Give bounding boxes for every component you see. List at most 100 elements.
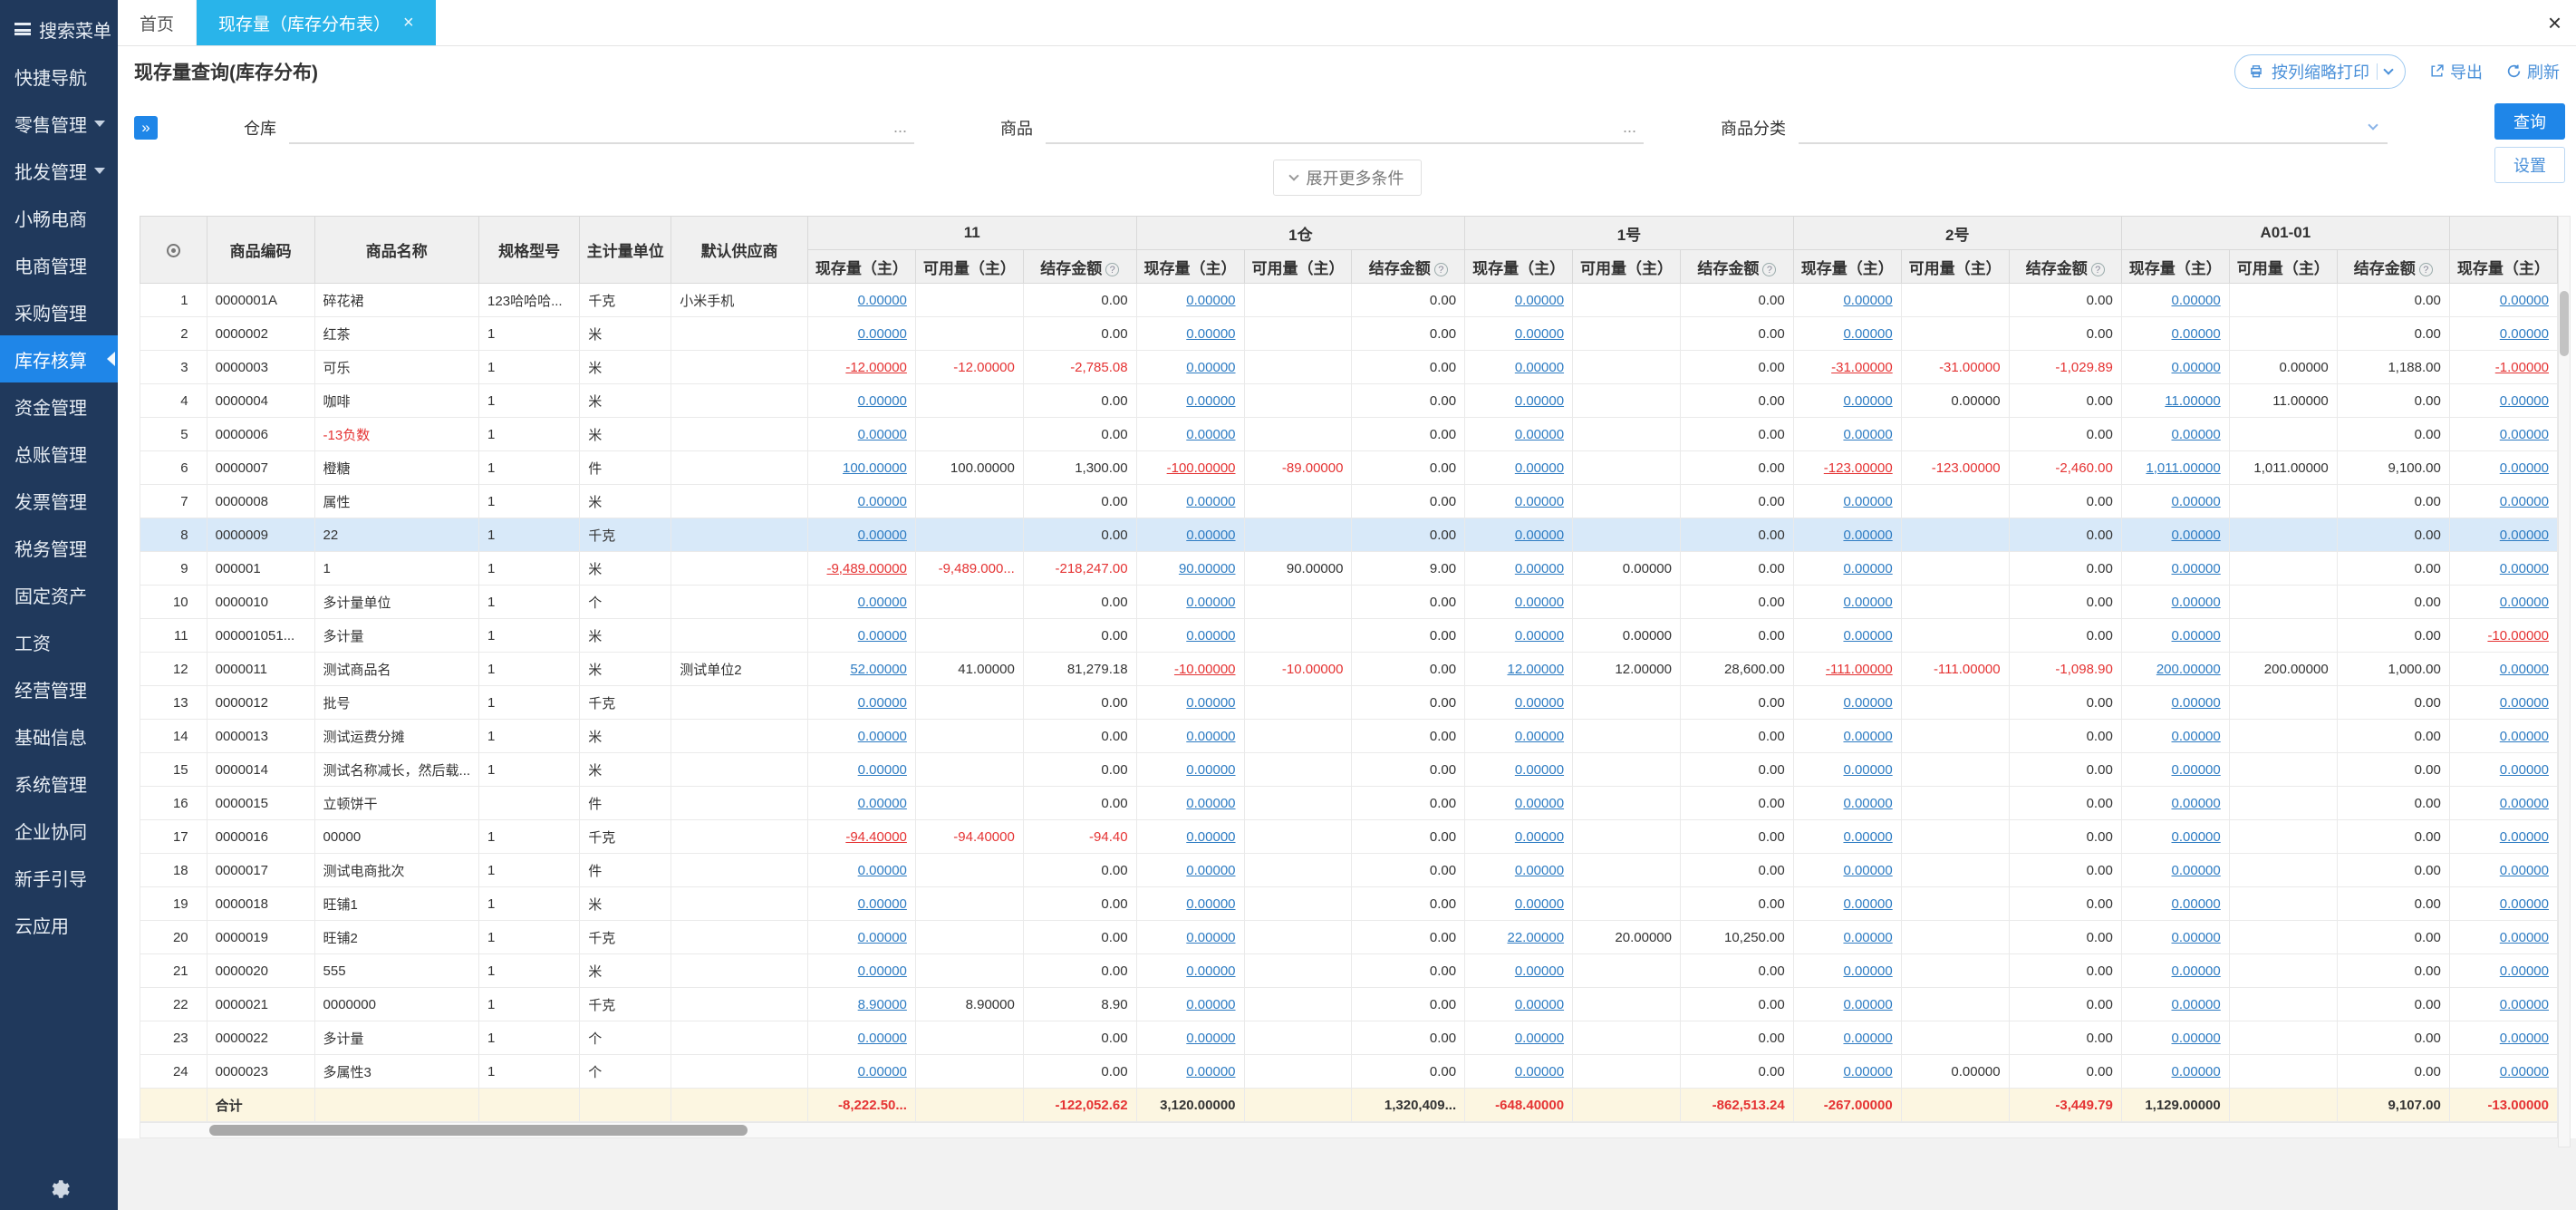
cell-stock[interactable]: 0.00000 [1464, 618, 1574, 653]
cell-stock-trailing[interactable]: 0.00000 [2448, 853, 2558, 887]
cell-stock[interactable]: 0.00000 [1135, 752, 1245, 787]
cell-stock[interactable]: 0.00000 [1792, 752, 1902, 787]
table-row[interactable]: 22 0000021 0000000 1 千克 8.90000 8.90000 8.90 0.0… [140, 987, 2558, 1021]
query-button[interactable]: 查询 [2494, 103, 2565, 140]
cell-stock[interactable]: 0.00000 [1135, 987, 1245, 1021]
cell-stock[interactable]: 0.00000 [806, 518, 916, 552]
cell-stock[interactable]: 0.00000 [1792, 1054, 1902, 1089]
sidebar-item-14[interactable]: 经营管理 [0, 665, 118, 712]
warehouse-input[interactable]: ... [289, 111, 914, 144]
cell-stock[interactable]: 0.00000 [1135, 283, 1245, 317]
sidebar-item-4[interactable]: 小畅电商 [0, 194, 118, 241]
cell-stock[interactable]: 0.00000 [1135, 886, 1245, 921]
product-input[interactable]: ... [1046, 111, 1644, 144]
cell-stock[interactable]: 0.00000 [1464, 819, 1574, 854]
cell-stock-trailing[interactable]: 0.00000 [2448, 920, 2558, 954]
cell-stock[interactable]: 0.00000 [806, 853, 916, 887]
help-icon[interactable]: ? [2418, 262, 2433, 276]
cell-stock-trailing[interactable]: 0.00000 [2448, 551, 2558, 586]
help-icon[interactable]: ? [1105, 262, 1120, 276]
cell-stock-trailing[interactable]: 0.00000 [2448, 987, 2558, 1021]
cell-stock-trailing[interactable]: 0.00000 [2448, 819, 2558, 854]
cell-stock[interactable]: 0.00000 [1464, 551, 1574, 586]
expand-more-button[interactable]: 展开更多条件 [1272, 160, 1422, 196]
cell-stock[interactable]: 22.00000 [1464, 920, 1574, 954]
warehouse-picker-ellipsis[interactable]: ... [892, 117, 907, 136]
cell-stock[interactable]: 0.00000 [1464, 450, 1574, 485]
cell-stock[interactable]: 0.00000 [806, 1054, 916, 1089]
cell-stock[interactable]: 0.00000 [1135, 350, 1245, 384]
cell-stock[interactable]: 0.00000 [806, 618, 916, 653]
cell-stock[interactable]: 0.00000 [1792, 316, 1902, 351]
cell-stock[interactable]: -100.00000 [1135, 450, 1245, 485]
cell-stock-trailing[interactable]: 0.00000 [2448, 652, 2558, 686]
cell-stock[interactable]: 0.00000 [2120, 1021, 2230, 1055]
sidebar-item-0[interactable]: 搜索菜单 [0, 5, 118, 53]
help-icon[interactable]: ? [1433, 262, 1448, 276]
cell-stock[interactable]: 0.00000 [2120, 719, 2230, 753]
cell-stock[interactable]: 0.00000 [2120, 920, 2230, 954]
cell-stock[interactable]: 0.00000 [1464, 518, 1574, 552]
cell-stock-trailing[interactable]: 0.00000 [2448, 417, 2558, 451]
table-row[interactable]: 2 0000002 红茶 1 米 0.00000 0.00 0.00000 0.00 0.0000… [140, 316, 2558, 351]
cell-stock[interactable]: 0.00000 [1464, 1021, 1574, 1055]
cell-stock[interactable]: 0.00000 [1792, 618, 1902, 653]
cell-stock[interactable]: 0.00000 [1792, 1021, 1902, 1055]
cell-stock[interactable]: 0.00000 [1464, 484, 1574, 518]
cell-stock[interactable]: 0.00000 [1792, 585, 1902, 619]
table-row[interactable]: 16 0000015 立顿饼干件 0.00000 0.00 0.00000 0.00 0.00… [140, 786, 2558, 820]
table-row[interactable]: 6 0000007 橙糖 1 件 100.00000 100.00000 1,300.00 -1… [140, 450, 2558, 485]
cell-stock-trailing[interactable]: 0.00000 [2448, 585, 2558, 619]
cell-stock-trailing[interactable]: 0.00000 [2448, 450, 2558, 485]
cell-stock[interactable]: 0.00000 [1464, 350, 1574, 384]
cell-stock[interactable]: 0.00000 [806, 417, 916, 451]
cell-stock[interactable]: 0.00000 [1135, 1054, 1245, 1089]
cell-stock[interactable]: 0.00000 [806, 920, 916, 954]
table-row[interactable]: 24 0000023 多属性3 1 个 0.00000 0.00 0.00000 0.00 0.0… [140, 1054, 2558, 1089]
cell-stock-trailing[interactable]: 0.00000 [2448, 786, 2558, 820]
table-row[interactable]: 3 0000003 可乐 1 米 -12.00000 -12.00000 -2,785.08 0… [140, 350, 2558, 384]
cell-stock[interactable]: 0.00000 [1792, 853, 1902, 887]
cell-stock[interactable]: 0.00000 [1135, 484, 1245, 518]
cell-stock-trailing[interactable]: -1.00000 [2448, 350, 2558, 384]
cell-stock[interactable]: 0.00000 [1464, 886, 1574, 921]
cell-stock[interactable]: 0.00000 [1792, 417, 1902, 451]
tab-0[interactable]: 首页 [118, 0, 198, 45]
cell-stock[interactable]: 0.00000 [1792, 953, 1902, 988]
cell-stock[interactable]: 0.00000 [1792, 886, 1902, 921]
cell-stock[interactable]: 0.00000 [1135, 685, 1245, 720]
sidebar-item-5[interactable]: 电商管理 [0, 241, 118, 288]
cell-stock[interactable]: 0.00000 [1464, 719, 1574, 753]
sidebar-item-16[interactable]: 系统管理 [0, 760, 118, 807]
cell-stock[interactable]: 0.00000 [2120, 987, 2230, 1021]
cell-stock[interactable]: -123.00000 [1792, 450, 1902, 485]
settings-button[interactable]: 设置 [2494, 147, 2565, 183]
cell-stock[interactable]: 0.00000 [1135, 618, 1245, 653]
table-row[interactable]: 9 000001 1 1 米 -9,489.00000 -9,489.000... -218,… [140, 551, 2558, 586]
table-row[interactable]: 23 0000022 多计量 1 个 0.00000 0.00 0.00000 0.00 0.00… [140, 1021, 2558, 1055]
cell-stock[interactable]: 0.00000 [1792, 685, 1902, 720]
cell-stock[interactable]: 0.00000 [1464, 752, 1574, 787]
cell-stock[interactable]: 0.00000 [1464, 953, 1574, 988]
cell-stock-trailing[interactable]: 0.00000 [2448, 518, 2558, 552]
cell-stock[interactable]: 0.00000 [2120, 417, 2230, 451]
export-button[interactable]: 导出 [2429, 60, 2483, 83]
cell-stock[interactable]: -12.00000 [806, 350, 916, 384]
cell-stock[interactable]: 0.00000 [1792, 719, 1902, 753]
collapse-filter-button[interactable]: » [134, 116, 158, 140]
cell-stock[interactable]: 0.00000 [1792, 987, 1902, 1021]
sidebar-item-10[interactable]: 发票管理 [0, 477, 118, 524]
cell-stock[interactable]: -94.40000 [806, 819, 916, 854]
table-row[interactable]: 13 0000012 批号 1 千克 0.00000 0.00 0.00000 0.00 0.00… [140, 685, 2558, 720]
table-row[interactable]: 4 0000004 咖啡 1 米 0.00000 0.00 0.00000 0.00 0.0000… [140, 383, 2558, 418]
cell-stock[interactable]: -31.00000 [1792, 350, 1902, 384]
cell-stock[interactable]: 0.00000 [1135, 518, 1245, 552]
cell-stock[interactable]: -111.00000 [1792, 652, 1902, 686]
help-icon[interactable]: ? [1762, 262, 1777, 276]
tab-close-icon[interactable]: × [403, 12, 414, 33]
table-row[interactable]: 10 0000010 多计量单位 1 个 0.00000 0.00 0.00000 0.00 0.… [140, 585, 2558, 619]
cell-stock[interactable]: 0.00000 [2120, 518, 2230, 552]
table-row[interactable]: 17 0000016 00000 1 千克 -94.40000 -94.40000 -94.4… [140, 819, 2558, 854]
sidebar-item-3[interactable]: 批发管理 [0, 147, 118, 194]
cell-stock[interactable]: 0.00000 [1792, 383, 1902, 418]
